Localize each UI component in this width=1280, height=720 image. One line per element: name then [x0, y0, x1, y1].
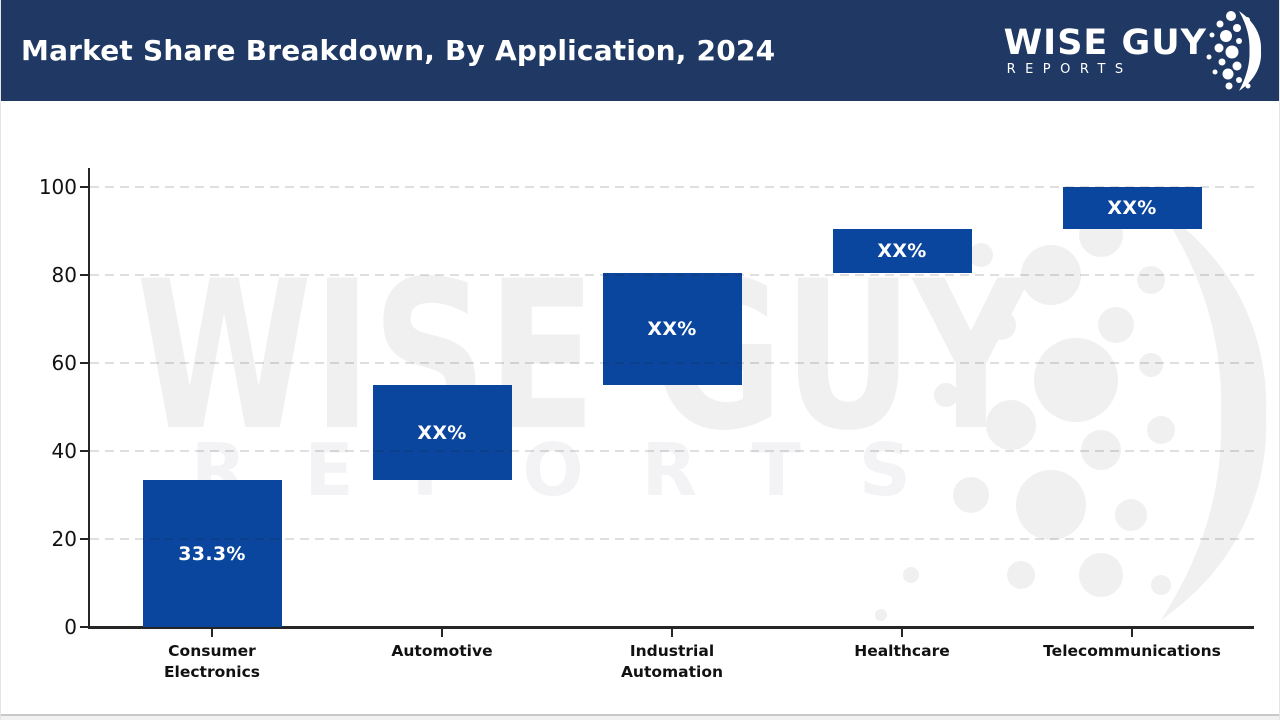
x-label-consumer-electronics: Consumer Electronics: [163, 642, 261, 681]
bar-value-label: XX%: [417, 421, 467, 444]
x-tick-consumer-electronics: [211, 629, 213, 637]
bar-value-label: XX%: [647, 317, 697, 340]
y-tick-100: [80, 186, 88, 188]
watermark-wordmark: WISE GUY: [136, 238, 1029, 476]
watermark-head-graphic: [875, 210, 1267, 621]
x-tick-healthcare: [901, 629, 903, 637]
x-label-healthcare: Healthcare: [854, 642, 950, 660]
gridline-100: [90, 186, 1254, 188]
footer-strip: [1, 716, 1279, 720]
bar-value-label: XX%: [1107, 196, 1157, 219]
logo-wordmark: WISE GUY: [1003, 22, 1207, 63]
bar-automotive: XX%: [372, 385, 512, 481]
y-tick-label-100: 100: [38, 175, 77, 199]
logo-head-icon: [1206, 11, 1262, 91]
y-axis-line: [88, 168, 90, 628]
wiseguy-logo: WISE GUY REPORTS: [1004, 6, 1267, 96]
bar-value-label: XX%: [877, 239, 927, 262]
logo-subtitle: REPORTS: [1006, 62, 1133, 78]
bar-value-label: 33.3%: [178, 542, 246, 565]
y-tick-label-40: 40: [51, 439, 77, 463]
x-label-telecommunications: Telecommunications: [1043, 642, 1221, 660]
bar-consumer-electronics: 33.3%: [142, 480, 282, 627]
y-tick-80: [80, 274, 88, 276]
x-axis-line: [88, 626, 1254, 629]
x-tick-telecommunications: [1131, 629, 1133, 637]
header-band: Market Share Breakdown, By Application, …: [1, 0, 1279, 101]
y-tick-label-60: 60: [51, 351, 77, 375]
y-tick-label-80: 80: [51, 263, 77, 287]
gridline-40: [90, 450, 1254, 452]
x-label-automotive: Automotive: [391, 642, 493, 660]
x-tick-industrial-automation: [671, 629, 673, 637]
watermark-subtitle: REPORTS: [191, 428, 969, 512]
gridline-20: [90, 538, 1254, 540]
y-tick-label-20: 20: [51, 527, 77, 551]
y-tick-0: [80, 626, 88, 628]
y-tick-label-0: 0: [64, 615, 77, 639]
y-tick-60: [80, 362, 88, 364]
footer-line: [1, 714, 1279, 716]
gridline-60: [90, 362, 1254, 364]
x-tick-automotive: [441, 629, 443, 637]
y-tick-20: [80, 538, 88, 540]
bar-industrial-automation: XX%: [602, 272, 742, 385]
gridline-80: [90, 274, 1254, 276]
x-label-industrial-automation: Industrial Automation: [620, 642, 724, 681]
bar-healthcare: XX%: [832, 228, 972, 273]
y-tick-40: [80, 450, 88, 452]
chart-title: Market Share Breakdown, By Application, …: [21, 34, 776, 67]
bar-telecommunications: XX%: [1062, 187, 1202, 229]
